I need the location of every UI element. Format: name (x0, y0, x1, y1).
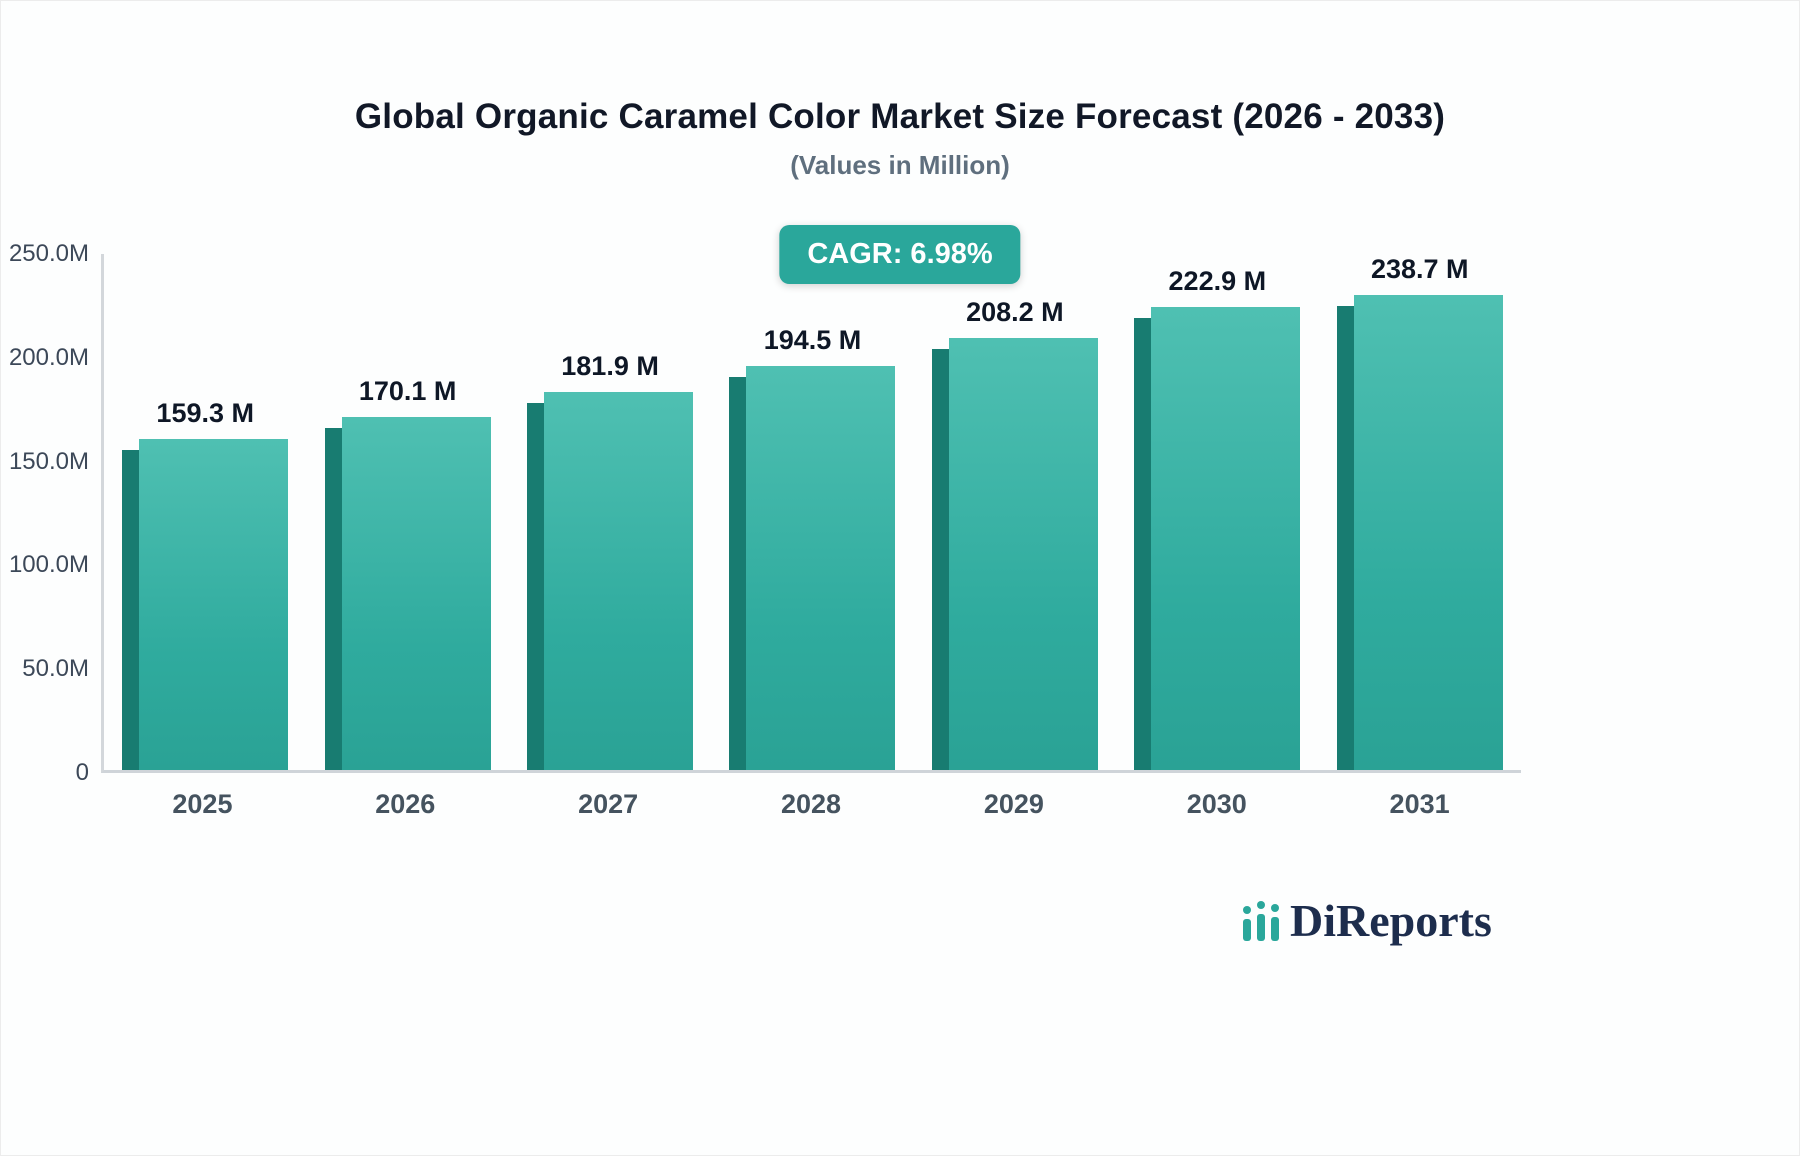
y-axis-tick-label: 50.0M (22, 655, 89, 683)
bar-face (544, 392, 694, 770)
x-axis-tick-label: 2025 (172, 789, 233, 819)
x-axis-tick-label: 2029 (983, 789, 1044, 819)
bar-value-label: 222.9 M (1168, 266, 1267, 296)
bar-chart-logo-icon (1243, 901, 1279, 941)
y-axis-tick-label: 0 (75, 759, 89, 786)
bar-side-shadow (527, 403, 545, 770)
bar-value-label: 194.5 M (763, 325, 862, 355)
y-axis-tick-label: 150.0M (8, 447, 89, 475)
bar (122, 439, 289, 770)
bar-value-label: 208.2 M (966, 297, 1064, 327)
bar-side-shadow (1134, 318, 1152, 770)
chart-title: Global Organic Caramel Color Market Size… (354, 97, 1446, 136)
bar-side-shadow (122, 450, 140, 770)
bar-value-label: 238.7 M (1370, 254, 1469, 284)
y-axis-tick-label: 200.0M (8, 343, 89, 371)
x-axis: 2025 2026 2027 2028 2029 2030 2031 (101, 789, 1521, 820)
bar-value-label: 181.9 M (561, 351, 659, 381)
bar-group-2025: 159.3 M (104, 254, 306, 770)
x-axis-tick-label: 2026 (375, 789, 436, 819)
y-axis-tick-label: 100.0M (8, 551, 89, 579)
bar-face (1353, 295, 1503, 770)
y-axis-tick-label: 250.0M (8, 240, 89, 267)
bar-group-2031: 238.7 M (1319, 254, 1521, 770)
cagr-badge-label: CAGR: 6.98% (807, 238, 993, 270)
bar (324, 417, 491, 770)
chart-subtitle: (Values in Million) (790, 150, 1010, 180)
plot-area: 159.3 M 170.1 M 181.9 M 194.5 M 208.2 M 222.9… (101, 254, 1521, 773)
bar-side-shadow (931, 349, 949, 770)
bar (729, 366, 896, 770)
bar-face (746, 366, 896, 770)
direports-logo-text: DiReports (1290, 895, 1492, 947)
bar-face (341, 417, 491, 770)
bar-side-shadow (729, 377, 747, 770)
bar-group-2028: 194.5 M (711, 254, 913, 770)
x-axis-tick-label: 2031 (1389, 789, 1450, 819)
cagr-badge: CAGR: 6.98% (779, 225, 1021, 284)
bar (1134, 307, 1301, 770)
bar-face (1151, 307, 1301, 770)
y-axis: 250.0M 200.0M 150.0M 100.0M 50.0M 0 (1, 240, 89, 786)
direports-logo: DiReports (1239, 895, 1492, 947)
bar-side-shadow (1336, 306, 1354, 770)
bar-group-2029: 208.2 M (914, 254, 1116, 770)
bar (527, 392, 694, 770)
bar-face (139, 439, 289, 770)
bar-group-2027: 181.9 M (509, 254, 711, 770)
bar-value-label: 170.1 M (358, 376, 457, 406)
bar (1336, 295, 1503, 770)
x-axis-tick-label: 2030 (1186, 789, 1247, 819)
bar-side-shadow (324, 428, 342, 770)
x-axis-tick-label: 2027 (578, 789, 639, 819)
bar-value-label: 159.3 M (156, 398, 254, 428)
bars-row: 159.3 M 170.1 M 181.9 M 194.5 M 208.2 M 222.9… (104, 254, 1521, 770)
bar-face (948, 338, 1098, 770)
bar (931, 338, 1098, 770)
x-axis-tick-label: 2028 (780, 789, 842, 819)
bar-group-2030: 222.9 M (1116, 254, 1318, 770)
bar-group-2026: 170.1 M (306, 254, 508, 770)
